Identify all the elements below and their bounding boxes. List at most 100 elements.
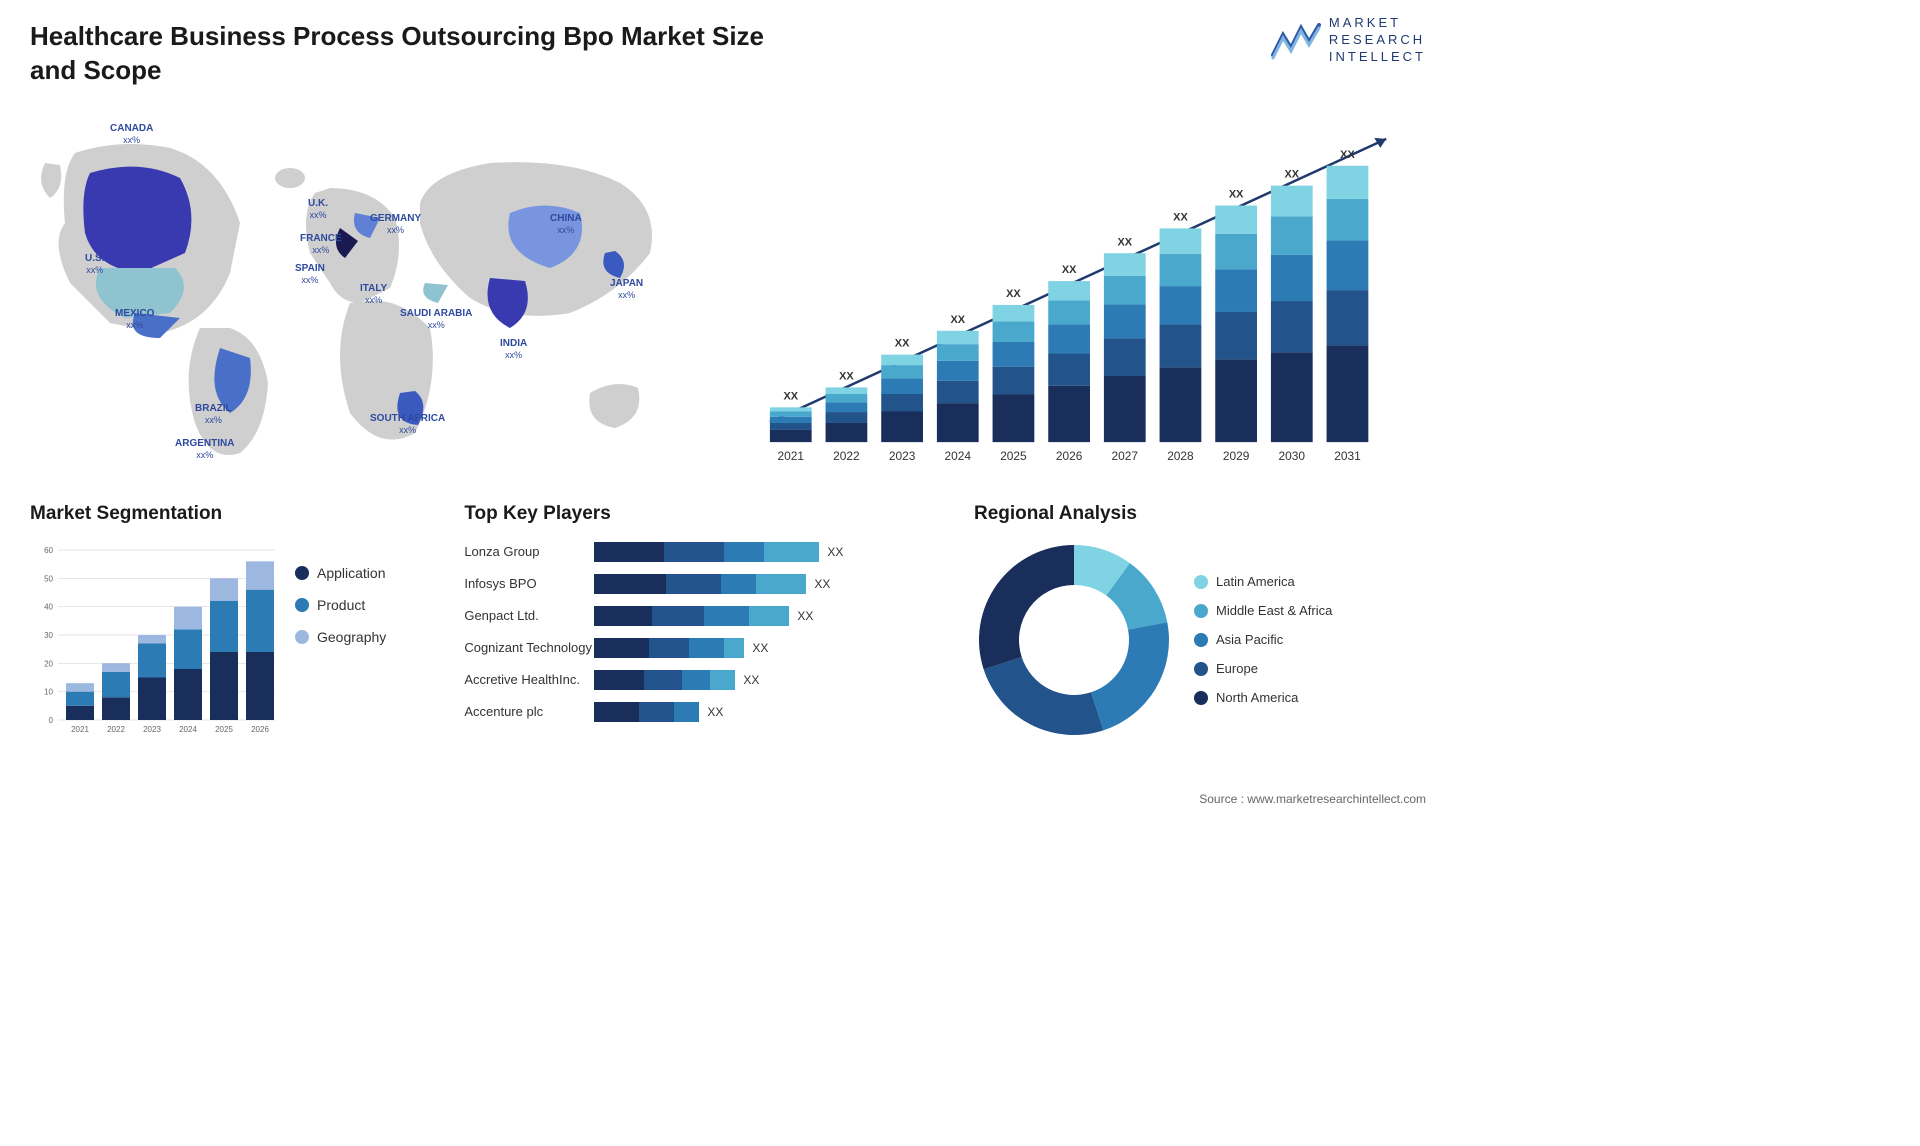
svg-text:2026: 2026 xyxy=(1056,449,1083,463)
svg-text:XX: XX xyxy=(783,390,798,402)
svg-text:2024: 2024 xyxy=(179,725,197,734)
legend-item: Geography xyxy=(295,629,386,645)
svg-text:50: 50 xyxy=(44,574,53,583)
svg-text:40: 40 xyxy=(44,602,53,611)
svg-text:XX: XX xyxy=(1062,264,1077,276)
player-value: XX xyxy=(797,609,813,623)
source-text: Source : www.marketresearchintellect.com xyxy=(1199,792,1426,806)
logo-line1: MARKET xyxy=(1329,15,1426,32)
segmentation-chart: 0 10 20 30 40 50 60 2021 2022 2023 2024 2025 2026 xyxy=(30,540,280,740)
player-name: Cognizant Technology xyxy=(464,640,594,655)
player-value: XX xyxy=(743,673,759,687)
svg-text:2031: 2031 xyxy=(1334,449,1361,463)
player-value: XX xyxy=(827,545,843,559)
map-label: FRANCExx% xyxy=(300,233,342,256)
players-section: Top Key Players Lonza GroupXXInfosys BPO… xyxy=(464,503,954,740)
svg-text:60: 60 xyxy=(44,546,53,555)
legend-item: North America xyxy=(1194,690,1332,705)
svg-text:XX: XX xyxy=(950,313,965,325)
svg-text:XX: XX xyxy=(1229,188,1244,200)
map-label: U.S.xx% xyxy=(85,253,104,276)
regional-donut xyxy=(974,540,1174,740)
svg-text:2027: 2027 xyxy=(1112,449,1139,463)
player-value: XX xyxy=(707,705,723,719)
player-bar xyxy=(594,542,819,562)
player-row: Genpact Ltd. XX xyxy=(464,604,954,628)
regional-title: Regional Analysis xyxy=(974,503,1426,525)
map-label: CANADAxx% xyxy=(110,123,153,146)
growth-chart: XX 2021 XX 2022 XX 2023 XX 2024 XX 2025 XX 2026 XX 20… xyxy=(750,113,1426,473)
legend-item: Product xyxy=(295,597,386,613)
page-title: Healthcare Business Process Outsourcing … xyxy=(30,20,810,88)
svg-text:2021: 2021 xyxy=(778,449,805,463)
player-name: Accretive HealthInc. xyxy=(464,672,594,687)
svg-text:XX: XX xyxy=(1006,288,1021,300)
world-map: CANADAxx% U.S.xx% MEXICOxx% BRAZILxx% ARGENT… xyxy=(30,113,710,473)
svg-text:2021: 2021 xyxy=(71,725,89,734)
player-bar xyxy=(594,702,699,722)
svg-text:XX: XX xyxy=(1340,148,1355,160)
svg-text:2025: 2025 xyxy=(215,725,233,734)
svg-text:2029: 2029 xyxy=(1223,449,1250,463)
svg-text:20: 20 xyxy=(44,659,53,668)
regional-legend: Latin America Middle East & Africa Asia Pa… xyxy=(1194,574,1332,705)
map-label: SAUDI ARABIAxx% xyxy=(400,308,472,331)
player-value: XX xyxy=(752,641,768,655)
svg-text:2028: 2028 xyxy=(1167,449,1194,463)
player-bar xyxy=(594,606,789,626)
map-label: SPAINxx% xyxy=(295,263,325,286)
player-name: Accenture plc xyxy=(464,704,594,719)
map-label: ITALYxx% xyxy=(360,283,387,306)
player-row: Accretive HealthInc. XX xyxy=(464,668,954,692)
brand-logo: MARKET RESEARCH INTELLECT xyxy=(1271,15,1426,66)
players-title: Top Key Players xyxy=(464,503,954,525)
map-label: JAPANxx% xyxy=(610,278,643,301)
segmentation-title: Market Segmentation xyxy=(30,503,444,525)
svg-text:2026: 2026 xyxy=(251,725,269,734)
svg-text:2022: 2022 xyxy=(107,725,125,734)
player-value: XX xyxy=(814,577,830,591)
svg-text:30: 30 xyxy=(44,631,53,640)
svg-text:10: 10 xyxy=(44,687,53,696)
svg-text:2025: 2025 xyxy=(1000,449,1027,463)
legend-item: Asia Pacific xyxy=(1194,632,1332,647)
player-name: Lonza Group xyxy=(464,544,594,559)
map-label: MEXICOxx% xyxy=(115,308,154,331)
players-chart: Lonza Group XX Infosys BPO XX Genpact Ltd. XX… xyxy=(464,540,954,724)
svg-text:XX: XX xyxy=(1173,211,1188,223)
legend-item: Middle East & Africa xyxy=(1194,603,1332,618)
legend-item: Latin America xyxy=(1194,574,1332,589)
legend-item: Application xyxy=(295,565,386,581)
logo-line2: RESEARCH xyxy=(1329,32,1426,49)
map-label: U.K.xx% xyxy=(308,198,328,221)
map-label: CHINAxx% xyxy=(550,213,582,236)
svg-text:2024: 2024 xyxy=(945,449,972,463)
player-row: Infosys BPO XX xyxy=(464,572,954,596)
player-bar xyxy=(594,670,735,690)
player-bar xyxy=(594,638,744,658)
map-label: BRAZILxx% xyxy=(195,403,232,426)
player-name: Genpact Ltd. xyxy=(464,608,594,623)
player-row: Cognizant Technology XX xyxy=(464,636,954,660)
svg-text:0: 0 xyxy=(49,716,54,725)
player-row: Lonza Group XX xyxy=(464,540,954,564)
map-label: GERMANYxx% xyxy=(370,213,421,236)
svg-text:2030: 2030 xyxy=(1279,449,1306,463)
svg-text:XX: XX xyxy=(1117,236,1132,248)
segmentation-legend: Application Product Geography xyxy=(295,540,386,740)
svg-text:2023: 2023 xyxy=(143,725,161,734)
svg-text:2023: 2023 xyxy=(889,449,916,463)
svg-text:2022: 2022 xyxy=(833,449,860,463)
map-label: SOUTH AFRICAxx% xyxy=(370,413,445,436)
segmentation-section: Market Segmentation 0 10 20 30 40 50 60 2021 202… xyxy=(30,503,444,740)
player-bar xyxy=(594,574,806,594)
player-name: Infosys BPO xyxy=(464,576,594,591)
logo-line3: INTELLECT xyxy=(1329,49,1426,66)
svg-text:XX: XX xyxy=(1285,168,1300,180)
legend-item: Europe xyxy=(1194,661,1332,676)
map-label: INDIAxx% xyxy=(500,338,527,361)
svg-text:XX: XX xyxy=(895,337,910,349)
regional-section: Regional Analysis Latin America Middle Ea… xyxy=(974,503,1426,740)
map-label: ARGENTINAxx% xyxy=(175,438,234,461)
player-row: Accenture plc XX xyxy=(464,700,954,724)
